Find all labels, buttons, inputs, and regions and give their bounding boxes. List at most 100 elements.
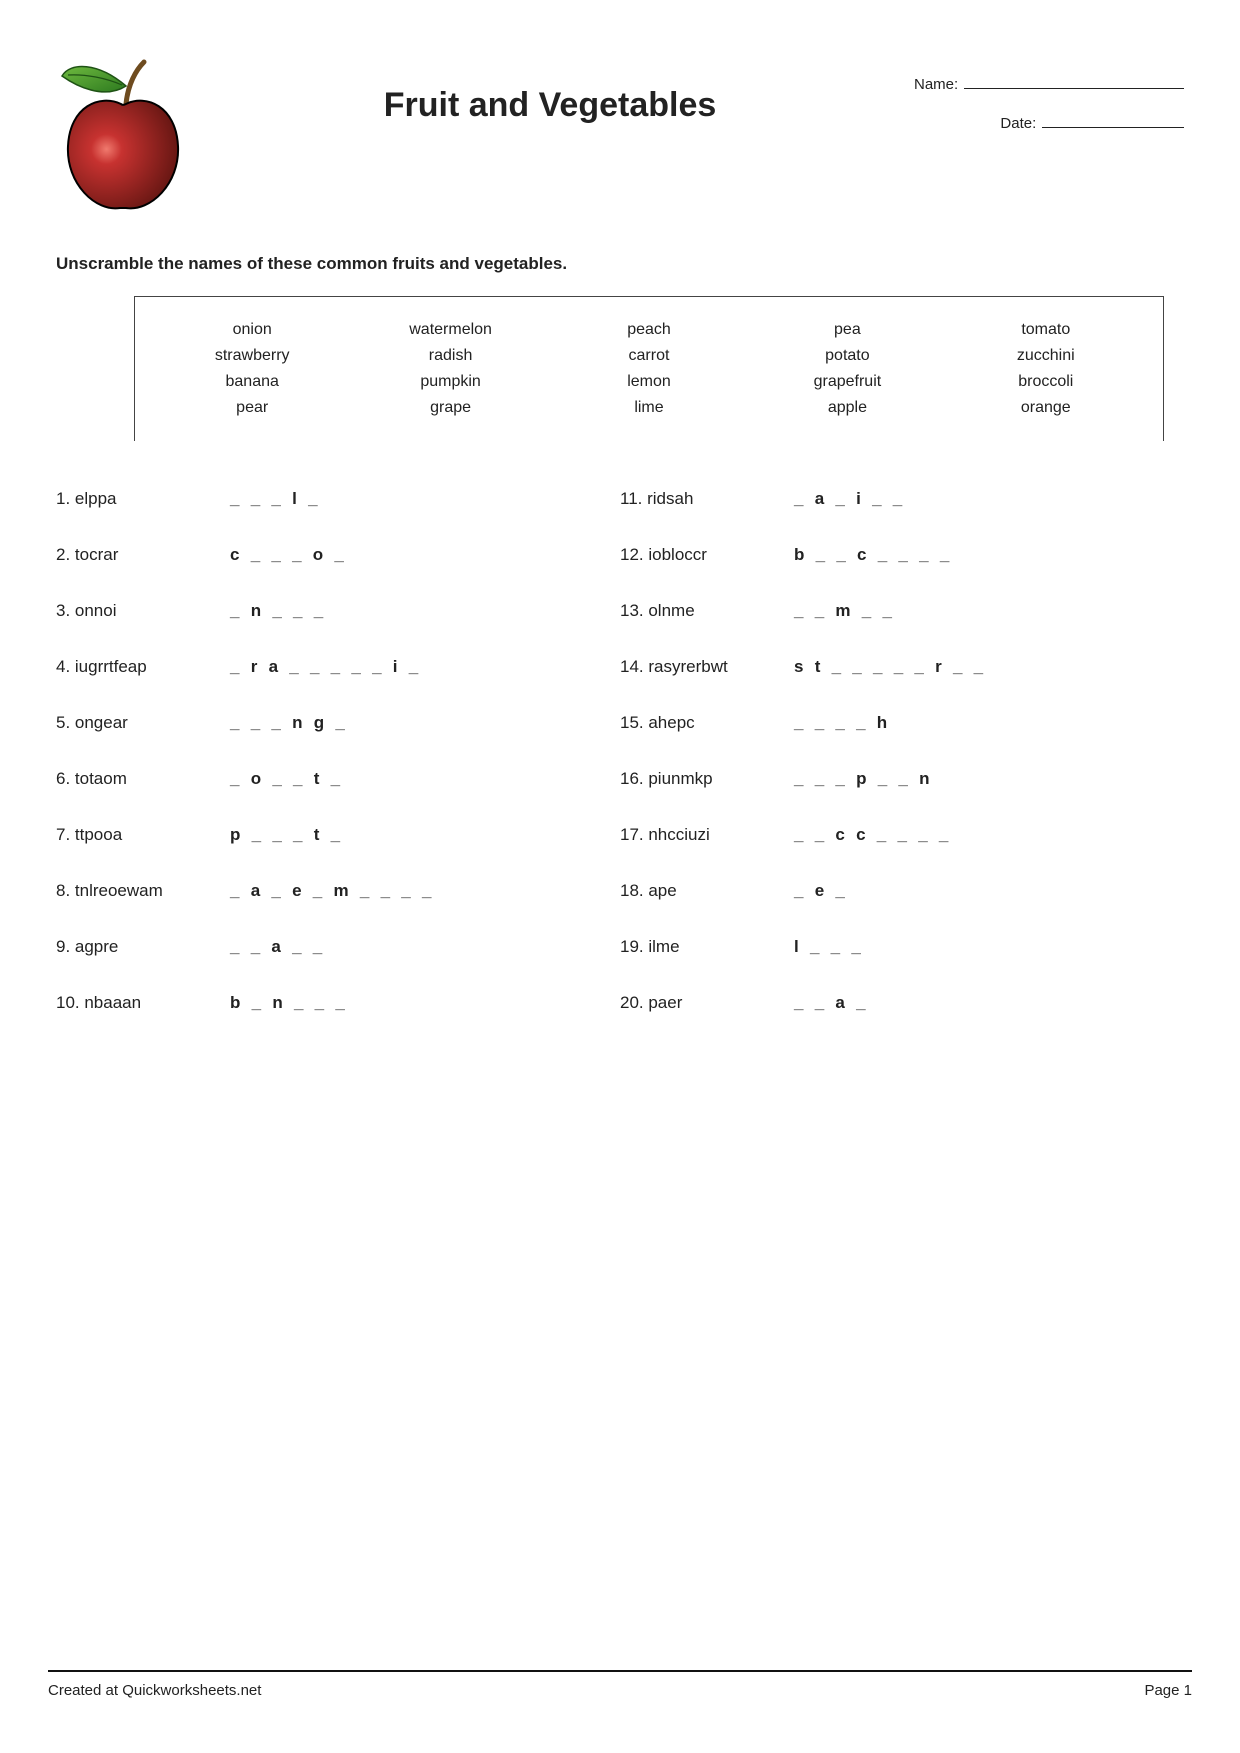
- title-wrap: Fruit and Vegetables: [202, 56, 898, 125]
- answer-blanks[interactable]: _ a _ e _ m _ _ _ _: [230, 881, 432, 901]
- footer-credit: Created at Quickworksheets.net: [48, 1682, 261, 1699]
- answer-blanks[interactable]: _ o _ _ t _: [230, 769, 341, 789]
- wordbank-word: tomato: [947, 321, 1145, 339]
- answer-blanks[interactable]: _ _ _ p _ _ n: [794, 769, 930, 789]
- question-row: 17. nhcciuzi_ _ c c _ _ _ _: [620, 825, 1184, 881]
- question-row: 10. nbaaanb _ n _ _ _: [56, 993, 620, 1049]
- question-row: 15. ahepc_ _ _ _ h: [620, 713, 1184, 769]
- answer-blanks[interactable]: p _ _ _ t _: [230, 825, 341, 845]
- question-row: 19. ilmel _ _ _: [620, 937, 1184, 993]
- worksheet-page: Fruit and Vegetables Name: Date: Unscram…: [0, 0, 1240, 1753]
- wordbank-word: banana: [153, 373, 351, 391]
- question-prompt: 1. elppa: [56, 489, 230, 509]
- answer-blanks[interactable]: _ n _ _ _: [230, 601, 324, 621]
- question-row: 8. tnlreoewam_ a _ e _ m _ _ _ _: [56, 881, 620, 937]
- question-prompt: 13. olnme: [620, 601, 794, 621]
- wordbank-word: pea: [748, 321, 946, 339]
- wordbank-word: apple: [748, 399, 946, 417]
- question-row: 9. agpre_ _ a _ _: [56, 937, 620, 993]
- answer-blanks[interactable]: _ e _: [794, 881, 845, 901]
- header: Fruit and Vegetables Name: Date:: [56, 56, 1184, 216]
- question-prompt: 7. ttpooa: [56, 825, 230, 845]
- wordbank: onionwatermelonpeachpeatomato strawberryr…: [134, 296, 1164, 441]
- question-row: 4. iugrrtfeap_ r a _ _ _ _ _ i _: [56, 657, 620, 713]
- question-prompt: 8. tnlreoewam: [56, 881, 230, 901]
- wordbank-word: lime: [550, 399, 748, 417]
- question-row: 7. ttpooap _ _ _ t _: [56, 825, 620, 881]
- wordbank-word: peach: [550, 321, 748, 339]
- wordbank-word: potato: [748, 347, 946, 365]
- question-prompt: 16. piunmkp: [620, 769, 794, 789]
- answer-blanks[interactable]: l _ _ _: [794, 937, 861, 957]
- question-prompt: 10. nbaaan: [56, 993, 230, 1013]
- footer: Created at Quickworksheets.net Page 1: [48, 1670, 1192, 1699]
- wordbank-word: pear: [153, 399, 351, 417]
- answer-blanks[interactable]: s t _ _ _ _ _ r _ _: [794, 657, 984, 677]
- wordbank-word: radish: [351, 347, 549, 365]
- wordbank-grid: onionwatermelonpeachpeatomato strawberryr…: [153, 321, 1145, 417]
- wordbank-word: watermelon: [351, 321, 549, 339]
- wordbank-word: onion: [153, 321, 351, 339]
- answer-blanks[interactable]: _ _ a _: [794, 993, 866, 1013]
- question-prompt: 18. ape: [620, 881, 794, 901]
- question-prompt: 19. ilme: [620, 937, 794, 957]
- answer-blanks[interactable]: _ _ _ l _: [230, 489, 318, 509]
- page-title: Fruit and Vegetables: [384, 86, 717, 125]
- question-row: 12. iobloccrb _ _ c _ _ _ _: [620, 545, 1184, 601]
- name-field-row: Name:: [914, 74, 1184, 93]
- answer-blanks[interactable]: b _ n _ _ _: [230, 993, 345, 1013]
- question-row: 1. elppa_ _ _ l _: [56, 489, 620, 545]
- answer-blanks[interactable]: _ r a _ _ _ _ _ i _: [230, 657, 419, 677]
- footer-page: Page 1: [1144, 1682, 1192, 1699]
- question-prompt: 12. iobloccr: [620, 545, 794, 565]
- answer-blanks[interactable]: _ _ a _ _: [230, 937, 323, 957]
- instructions: Unscramble the names of these common fru…: [56, 254, 1184, 274]
- question-prompt: 17. nhcciuzi: [620, 825, 794, 845]
- question-prompt: 11. ridsah: [620, 489, 794, 509]
- question-prompt: 5. ongear: [56, 713, 230, 733]
- answer-blanks[interactable]: _ _ c c _ _ _ _: [794, 825, 949, 845]
- answer-blanks[interactable]: b _ _ c _ _ _ _: [794, 545, 950, 565]
- question-prompt: 2. tocrar: [56, 545, 230, 565]
- question-row: 16. piunmkp_ _ _ p _ _ n: [620, 769, 1184, 825]
- name-label: Name:: [914, 76, 958, 93]
- question-row: 6. totaom_ o _ _ t _: [56, 769, 620, 825]
- date-field-row: Date:: [1000, 113, 1184, 132]
- wordbank-word: carrot: [550, 347, 748, 365]
- wordbank-word: grape: [351, 399, 549, 417]
- meta-block: Name: Date:: [914, 56, 1184, 152]
- wordbank-word: pumpkin: [351, 373, 549, 391]
- question-row: 2. tocrarc _ _ _ o _: [56, 545, 620, 601]
- question-row: 11. ridsah_ a _ i _ _: [620, 489, 1184, 545]
- question-prompt: 20. paer: [620, 993, 794, 1013]
- name-blank-line[interactable]: [964, 74, 1184, 89]
- answer-blanks[interactable]: _ _ m _ _: [794, 601, 893, 621]
- answer-blanks[interactable]: _ a _ i _ _: [794, 489, 903, 509]
- question-prompt: 4. iugrrtfeap: [56, 657, 230, 677]
- question-row: 20. paer_ _ a _: [620, 993, 1184, 1049]
- wordbank-word: broccoli: [947, 373, 1145, 391]
- questions-col-left: 1. elppa_ _ _ l _2. tocrarc _ _ _ o _3. …: [56, 489, 620, 1049]
- question-row: 18. ape_ e _: [620, 881, 1184, 937]
- date-blank-line[interactable]: [1042, 113, 1184, 128]
- question-prompt: 6. totaom: [56, 769, 230, 789]
- wordbank-word: orange: [947, 399, 1145, 417]
- wordbank-word: grapefruit: [748, 373, 946, 391]
- question-row: 3. onnoi_ n _ _ _: [56, 601, 620, 657]
- question-prompt: 9. agpre: [56, 937, 230, 957]
- question-row: 13. olnme_ _ m _ _: [620, 601, 1184, 657]
- wordbank-word: strawberry: [153, 347, 351, 365]
- question-row: 5. ongear_ _ _ n g _: [56, 713, 620, 769]
- answer-blanks[interactable]: _ _ _ _ h: [794, 713, 888, 733]
- question-prompt: 15. ahepc: [620, 713, 794, 733]
- questions: 1. elppa_ _ _ l _2. tocrarc _ _ _ o _3. …: [56, 489, 1184, 1049]
- date-label: Date:: [1000, 115, 1036, 132]
- answer-blanks[interactable]: c _ _ _ o _: [230, 545, 345, 565]
- wordbank-word: lemon: [550, 373, 748, 391]
- question-prompt: 3. onnoi: [56, 601, 230, 621]
- answer-blanks[interactable]: _ _ _ n g _: [230, 713, 345, 733]
- question-prompt: 14. rasyrerbwt: [620, 657, 794, 677]
- question-row: 14. rasyrerbwts t _ _ _ _ _ r _ _: [620, 657, 1184, 713]
- questions-col-right: 11. ridsah_ a _ i _ _12. iobloccrb _ _ c…: [620, 489, 1184, 1049]
- apple-icon: [56, 56, 186, 216]
